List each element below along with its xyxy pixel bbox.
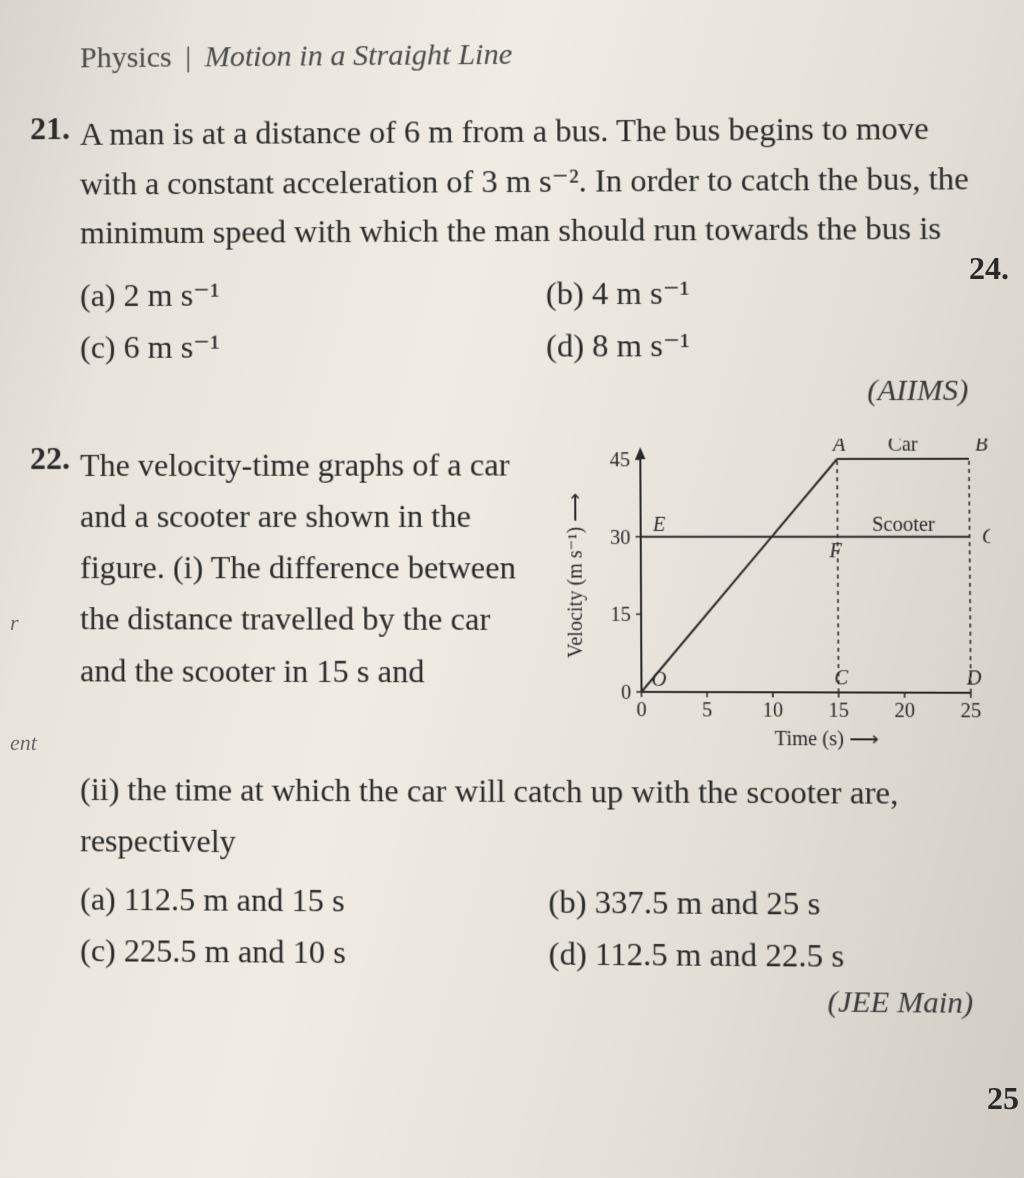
options-grid: (a)2 m s⁻¹ (b)4 m s⁻¹ (c)6 m s⁻¹ (d)8 m … [80,272,989,366]
chapter-header: Physics | Motion in a Straight Line [80,34,986,76]
svg-text:20: 20 [894,699,915,722]
page-content: Physics | Motion in a Straight Line 21. … [0,0,1024,1083]
question-number: 21. [30,110,70,147]
q22-text-part2: (ii) the time at which the car will catc… [80,764,993,872]
svg-text:10: 10 [763,699,784,721]
option-b: (b)337.5 m and 25 s [548,883,993,924]
option-b: (b)4 m s⁻¹ [546,272,989,312]
velocity-time-chart: 0 5 10 15 20 25 0 15 30 45 O E A B F G C D Car Scooter Time … [559,438,992,759]
svg-text:C: C [834,667,849,689]
svg-text:F: F [828,539,843,561]
svg-text:A: A [831,438,847,455]
chapter-divider: | [185,41,191,74]
svg-text:0: 0 [636,699,646,721]
side-text-r: r [10,610,19,636]
option-a: (a)2 m s⁻¹ [80,274,515,314]
svg-text:30: 30 [610,526,631,548]
margin-number-25: 25 [987,1080,1019,1117]
source-tag: (JEE Main) [80,979,973,1021]
margin-number-24: 24. [969,250,1009,287]
chapter-title: Motion in a Straight Line [205,38,512,73]
option-d: (d)8 m s⁻¹ [546,325,989,365]
svg-text:Car: Car [888,438,918,455]
option-a: (a)112.5 m and 15 s [80,881,518,921]
svg-text:O: O [652,668,667,690]
svg-text:Velocity (m s⁻¹) ⟶: Velocity (m s⁻¹) ⟶ [564,493,587,658]
svg-text:5: 5 [702,699,712,721]
q22-text-part1: The velocity-time graphs of a car and a … [80,439,539,697]
svg-text:25: 25 [961,700,982,723]
svg-text:B: B [975,438,988,455]
source-tag: (AIIMS) [80,373,969,409]
svg-text:15: 15 [610,604,631,626]
svg-text:Scooter: Scooter [872,513,936,535]
question-22: 22. The velocity-time graphs of a car an… [80,438,994,1021]
svg-text:15: 15 [828,699,849,722]
option-d: (d)112.5 m and 22.5 s [549,935,994,976]
side-text-ent: ent [10,730,37,756]
svg-text:G: G [982,525,992,547]
q22-row: The velocity-time graphs of a car and a … [80,438,992,759]
options-grid: (a)112.5 m and 15 s (b)337.5 m and 25 s … [80,881,994,977]
chart-svg: 0 5 10 15 20 25 0 15 30 45 O E A B F G C D Car Scooter Time … [559,438,992,754]
svg-text:Time (s) ⟶: Time (s) ⟶ [774,728,878,751]
svg-text:45: 45 [610,449,631,471]
svg-text:D: D [965,667,982,690]
question-number: 22. [30,440,70,477]
question-text: A man is at a distance of 6 m from a bus… [80,103,988,258]
question-21: 21. A man is at a distance of 6 m from a… [80,103,989,409]
svg-text:0: 0 [621,681,631,703]
svg-text:E: E [652,513,666,535]
option-c: (c)6 m s⁻¹ [80,326,516,365]
chapter-subject: Physics [80,41,172,75]
option-c: (c)225.5 m and 10 s [80,932,518,973]
